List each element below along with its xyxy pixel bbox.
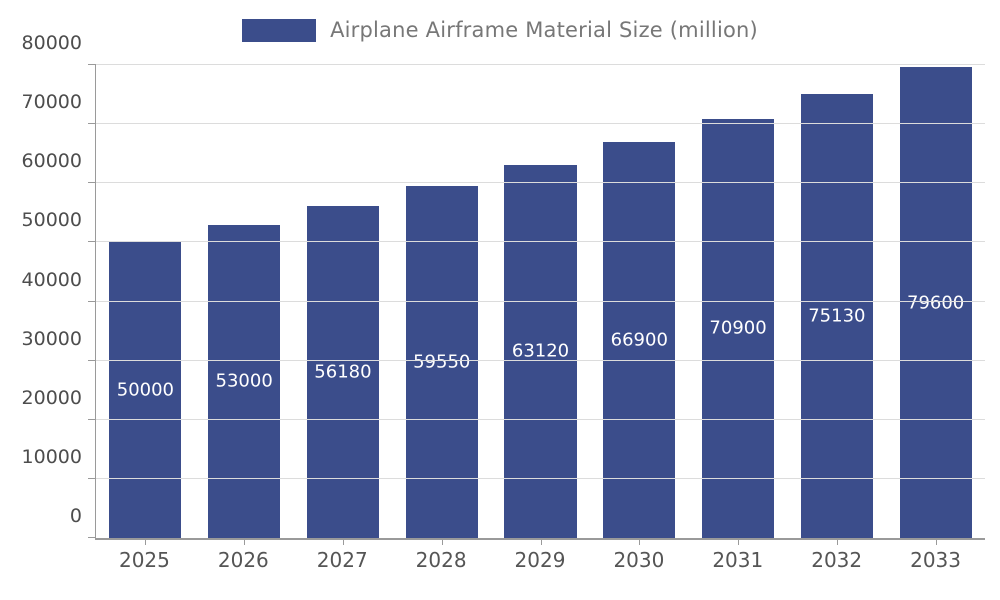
x-tick-label: 2033	[910, 548, 962, 572]
x-tick-mark	[836, 538, 838, 545]
bars-container: 50000 53000 56180 59550 63120 66900 70900 75130…	[96, 65, 985, 538]
bar-slot: 59550	[392, 65, 491, 538]
y-tick-mark	[88, 64, 96, 65]
bar-slot: 70900	[689, 65, 788, 538]
y-tick-label: 40000	[21, 268, 82, 291]
bar-slot: 66900	[590, 65, 689, 538]
y-tick-mark	[88, 300, 96, 302]
gridline	[96, 182, 985, 184]
gridline	[96, 241, 985, 243]
bar-slot: 63120	[491, 65, 590, 538]
bar-value-label: 56180	[314, 361, 372, 383]
legend-swatch	[242, 18, 317, 42]
bar-value-label: 70900	[709, 317, 767, 339]
x-tick-mark	[342, 538, 344, 545]
bar-2029: 63120	[504, 164, 577, 538]
bar-value-label: 75130	[808, 305, 866, 327]
x-tick-label: 2028	[415, 548, 467, 572]
bar-value-label: 59550	[413, 351, 471, 373]
y-tick-label: 70000	[21, 91, 82, 114]
legend-label: Airplane Airframe Material Size (million…	[330, 18, 758, 42]
bar-2027: 56180	[306, 205, 379, 538]
bar-2032: 75130	[800, 93, 873, 538]
x-tick-label: 2027	[316, 548, 368, 572]
bar-slot: 56180	[294, 65, 393, 538]
y-tick-label: 80000	[21, 32, 82, 54]
y-tick-label: 30000	[21, 327, 82, 350]
x-tick-mark	[244, 538, 246, 545]
x-tick-label: 2026	[217, 548, 269, 572]
bar-2026: 53000	[208, 224, 281, 538]
bar-value-label: 66900	[610, 329, 668, 351]
bar-slot: 75130	[787, 65, 886, 538]
x-tick-mark	[441, 538, 443, 545]
gridline	[96, 123, 985, 125]
bar-value-label: 53000	[215, 370, 273, 392]
gridline	[96, 418, 985, 420]
bar-2030: 66900	[603, 142, 676, 538]
x-axis-labels: 2025 2026 2027 2028 2029 2030 2031 2032 2033	[95, 548, 985, 572]
y-tick-label: 20000	[21, 386, 82, 409]
x-tick-mark	[738, 538, 740, 545]
y-tick-label: 10000	[21, 445, 82, 468]
gridline	[96, 359, 985, 361]
y-tick-label: 0	[69, 505, 82, 527]
y-tick-mark	[88, 241, 96, 243]
bar-value-label: 63120	[511, 340, 570, 362]
bar-slot: 50000	[96, 65, 195, 538]
bar-slot: 79600	[886, 65, 985, 538]
x-tick-label: 2031	[712, 548, 764, 572]
gridline	[96, 477, 985, 479]
gridline	[96, 64, 985, 65]
bar-slot: 53000	[195, 65, 294, 538]
y-tick-mark	[88, 123, 96, 125]
x-tick-label: 2032	[811, 548, 863, 572]
y-tick-mark	[88, 477, 96, 479]
plot-area: 50000 53000 56180 59550 63120 66900 70900 75130…	[22, 32, 985, 545]
y-tick-label: 60000	[21, 150, 82, 173]
y-tick-mark	[88, 537, 96, 538]
x-tick-mark	[540, 538, 542, 545]
x-tick-mark	[639, 538, 641, 545]
x-tick-mark	[935, 538, 937, 545]
y-tick-mark	[88, 182, 96, 184]
x-tick-mark	[145, 538, 147, 545]
y-tick-mark	[88, 359, 96, 361]
bar-2025: 50000	[109, 242, 182, 538]
x-tick-label: 2029	[514, 548, 566, 572]
bar-2031: 70900	[702, 118, 775, 538]
bar-value-label: 50000	[116, 379, 175, 401]
bar-2033: 79600	[899, 67, 972, 538]
bar-2028: 59550	[405, 185, 478, 538]
y-tick-label: 50000	[21, 209, 82, 232]
legend: Airplane Airframe Material Size (million…	[0, 18, 1000, 42]
bar-value-label: 79600	[906, 292, 965, 314]
x-tick-label: 2030	[613, 548, 665, 572]
y-tick-mark	[88, 418, 96, 420]
x-tick-label: 2025	[118, 548, 170, 572]
gridline	[96, 300, 985, 302]
